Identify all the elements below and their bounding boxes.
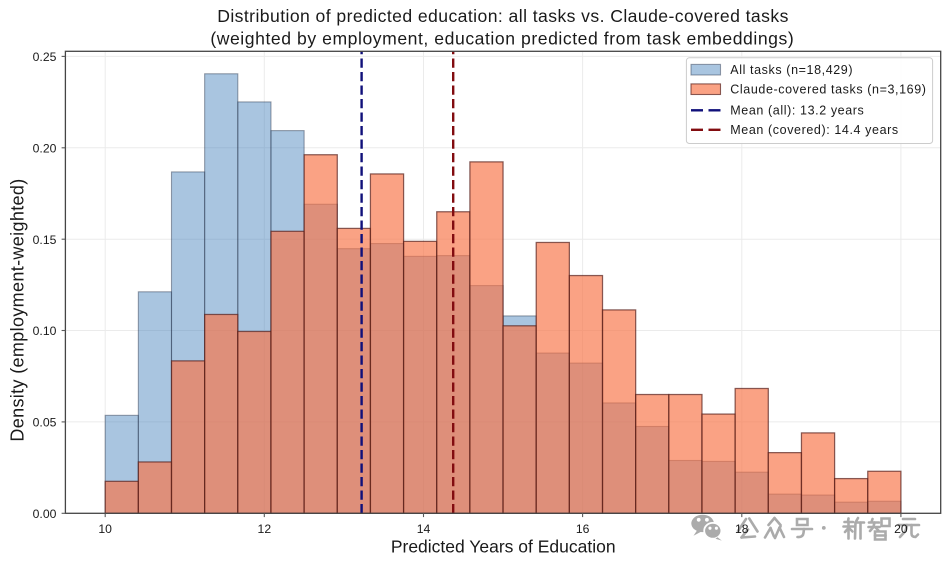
svg-text:Mean (covered): 14.4 years: Mean (covered): 14.4 years: [730, 123, 898, 137]
svg-text:12: 12: [258, 522, 272, 536]
svg-text:Density (employment-weighted): Density (employment-weighted): [8, 178, 28, 441]
svg-text:0.25: 0.25: [33, 50, 57, 64]
svg-text:Distribution of predicted educ: Distribution of predicted education: all…: [217, 6, 789, 26]
svg-text:20: 20: [894, 522, 908, 536]
svg-text:(weighted by employment, educa: (weighted by employment, education predi…: [210, 28, 794, 48]
svg-text:14: 14: [417, 522, 431, 536]
svg-text:18: 18: [735, 522, 749, 536]
svg-text:0.10: 0.10: [33, 324, 57, 338]
svg-text:0.20: 0.20: [33, 141, 57, 155]
svg-text:10: 10: [98, 522, 112, 536]
svg-text:All tasks (n=18,429): All tasks (n=18,429): [730, 63, 853, 77]
svg-text:16: 16: [576, 522, 590, 536]
svg-text:0.05: 0.05: [33, 416, 57, 430]
svg-text:Claude-covered tasks (n=3,169): Claude-covered tasks (n=3,169): [730, 83, 926, 97]
svg-text:0.00: 0.00: [33, 507, 57, 521]
svg-text:Mean (all): 13.2 years: Mean (all): 13.2 years: [730, 104, 864, 118]
svg-text:0.15: 0.15: [33, 233, 57, 247]
svg-text:Predicted Years of Education: Predicted Years of Education: [391, 536, 616, 556]
